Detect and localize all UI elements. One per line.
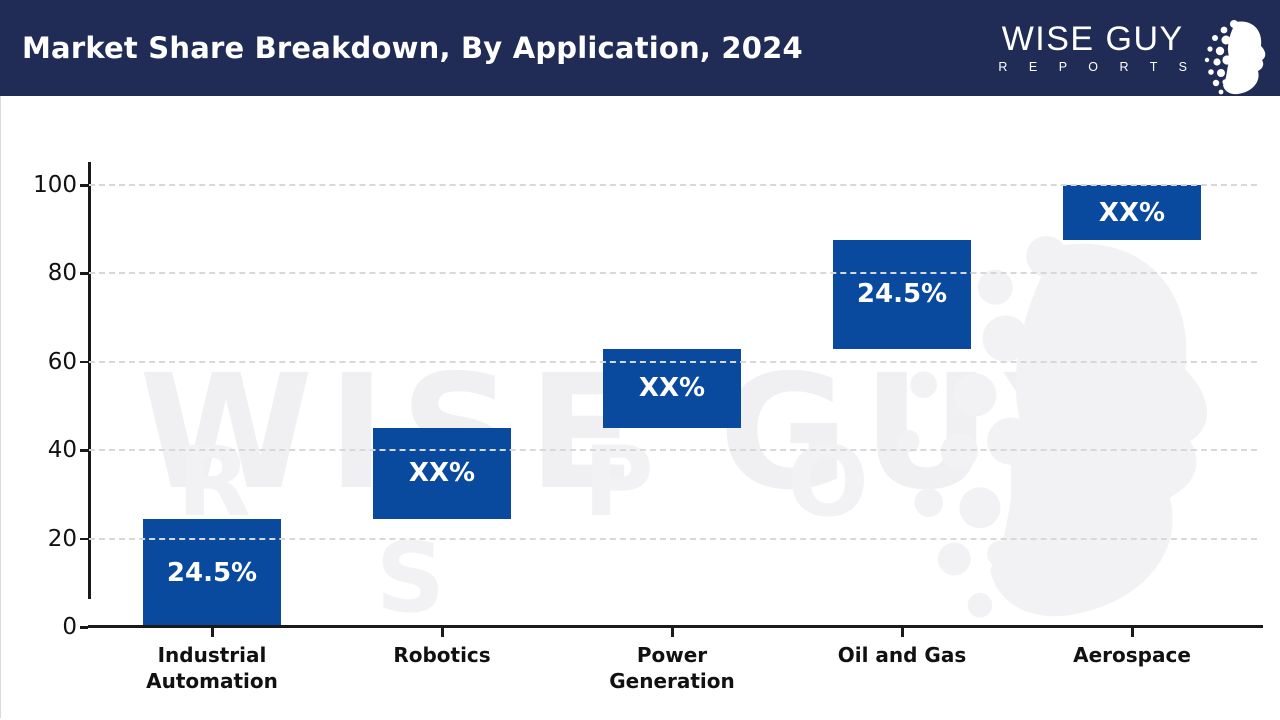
logo-text-wise-guy: WISE GUY	[1001, 20, 1184, 59]
y-axis-line	[88, 162, 91, 599]
x-category-label: Oil and Gas	[837, 643, 967, 667]
y-tick-label-100: 100	[33, 172, 77, 198]
y-tick-mark-20	[80, 537, 88, 541]
watermark-face-dots	[896, 236, 1208, 618]
bar-industrial-automation	[143, 518, 281, 627]
y-tick-mark-100	[80, 184, 88, 187]
y-tick-mark-80	[80, 272, 88, 275]
logo-face-dots-icon	[1204, 20, 1266, 95]
x-tick-mark-1	[441, 628, 444, 637]
y-tick-mark-60	[80, 360, 88, 364]
x-tick-mark-3	[901, 628, 904, 637]
gridline-y40	[89, 449, 1257, 452]
chart-title: Market Share Breakdown, By Application, …	[22, 31, 803, 65]
gridline-y60	[89, 360, 1257, 363]
y-tick-label-40: 40	[47, 437, 77, 464]
x-axis-line	[88, 625, 1263, 628]
gridline-y100	[89, 184, 1257, 186]
y-tick-mark-0	[80, 626, 88, 629]
chart-area: WISE GUY R E P O R T S 0 20 40 60 80 100 24.5%…	[1, 96, 1279, 718]
x-category-label: Industrial Automation	[146, 643, 278, 693]
x-category-label: Aerospace	[1073, 643, 1191, 667]
y-tick-mark-40	[80, 449, 88, 452]
bar-oil-and-gas	[833, 240, 971, 349]
y-tick-label-60: 60	[47, 348, 77, 375]
x-tick-mark-4	[1131, 628, 1134, 637]
bar-value-label: 24.5%	[856, 279, 948, 310]
gridline-y80	[89, 272, 1257, 275]
y-tick-label-80: 80	[47, 260, 77, 287]
x-tick-mark-0	[211, 628, 214, 637]
x-tick-mark-2	[671, 628, 674, 637]
x-category-label: Power Generation	[609, 643, 735, 693]
y-tick-label-20: 20	[47, 525, 77, 552]
bar-value-label: XX%	[408, 458, 476, 489]
y-tick-label-0: 0	[62, 614, 77, 640]
bar-value-label: 24.5%	[166, 557, 258, 588]
bar-robotics	[373, 428, 511, 519]
header-bar: Market Share Breakdown, By Application, …	[0, 0, 1280, 96]
bar-aerospace	[1063, 185, 1201, 241]
bar-value-label: XX%	[1098, 197, 1166, 228]
wise-guy-reports-logo: WISE GUY R E P O R T S	[989, 20, 1266, 95]
bar-value-label: XX%	[638, 373, 706, 404]
gridline-y20	[89, 537, 1257, 540]
logo-text-reports: R E P O R T S	[998, 60, 1196, 75]
x-category-label: Robotics	[393, 643, 491, 667]
